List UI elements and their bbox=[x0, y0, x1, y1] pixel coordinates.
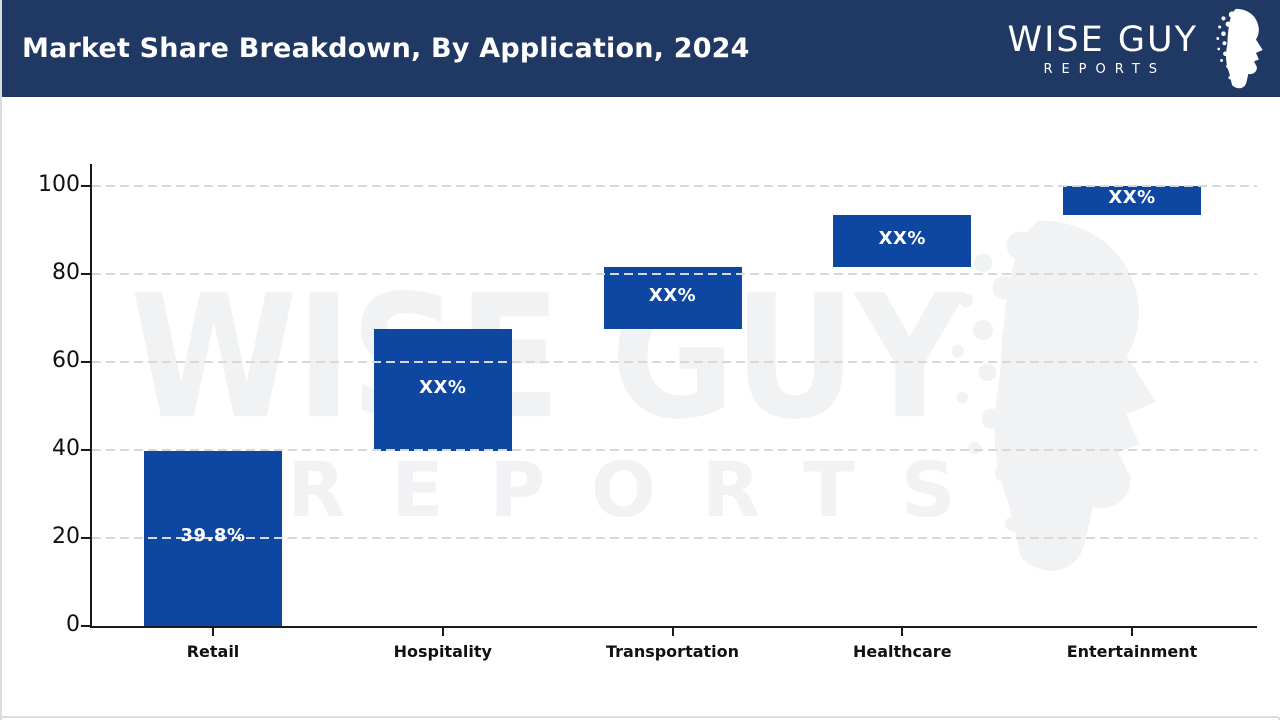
y-tick-mark bbox=[81, 185, 90, 187]
x-category-label: Entertainment bbox=[1066, 642, 1198, 661]
logo-subtitle: REPORTS bbox=[1043, 61, 1167, 77]
gridline bbox=[92, 537, 1257, 539]
x-tick-mark bbox=[441, 628, 444, 636]
y-tick-mark bbox=[81, 361, 90, 363]
bar-value-label: 39.8% bbox=[180, 525, 246, 547]
bar-value-label: XX% bbox=[648, 285, 697, 307]
bar-entertainment bbox=[1063, 186, 1201, 215]
x-tick-mark bbox=[901, 628, 904, 636]
bar-healthcare bbox=[833, 214, 972, 268]
y-tick-label: 40 bbox=[52, 436, 80, 461]
x-axis-line bbox=[90, 626, 1257, 628]
header-banner: Market Share Breakdown, By Application, … bbox=[2, 0, 1280, 97]
gridline bbox=[92, 361, 1257, 363]
logo-text: WISE GUY REPORTS bbox=[1007, 21, 1198, 77]
y-tick-label: 60 bbox=[52, 348, 80, 373]
gridline bbox=[92, 273, 1257, 275]
gridline bbox=[92, 449, 1257, 451]
y-tick-mark bbox=[81, 625, 90, 627]
x-tick-mark bbox=[671, 628, 674, 636]
y-tick-mark bbox=[81, 273, 90, 275]
chart-area: WISE GUY REPORTS 0 20 40 60 80 100 39.8% Retail… bbox=[2, 97, 1280, 717]
x-tick-mark bbox=[1131, 628, 1133, 636]
x-category-label: Transportation bbox=[605, 642, 740, 661]
y-axis-line bbox=[90, 164, 92, 628]
bar-value-label: XX% bbox=[419, 376, 467, 398]
y-tick-mark bbox=[81, 449, 90, 451]
x-category-label: Retail bbox=[186, 642, 240, 661]
wiseguy-logo: WISE GUY REPORTS bbox=[1007, 6, 1280, 92]
bar-value-label: XX% bbox=[1108, 187, 1156, 209]
bar-hospitality bbox=[373, 329, 512, 451]
watermark-wordmark: WISE GUY bbox=[130, 258, 965, 457]
wiseguy-head-icon bbox=[1200, 6, 1268, 92]
gridline bbox=[92, 185, 1257, 187]
y-tick-label: 0 bbox=[66, 612, 80, 637]
y-tick-label: 100 bbox=[38, 172, 80, 197]
y-tick-mark bbox=[81, 537, 90, 539]
x-category-label: Hospitality bbox=[393, 642, 492, 661]
page-title: Market Share Breakdown, By Application, … bbox=[22, 33, 750, 64]
watermark-subtitle: REPORTS bbox=[287, 445, 1002, 534]
x-tick-mark bbox=[212, 628, 214, 636]
x-category-label: Healthcare bbox=[852, 642, 952, 661]
y-tick-label: 20 bbox=[52, 524, 80, 549]
y-tick-label: 80 bbox=[52, 260, 80, 285]
bar-value-label: XX% bbox=[878, 228, 926, 249]
bar-transportation bbox=[603, 267, 742, 329]
logo-wordmark: WISE GUY bbox=[1007, 19, 1198, 60]
